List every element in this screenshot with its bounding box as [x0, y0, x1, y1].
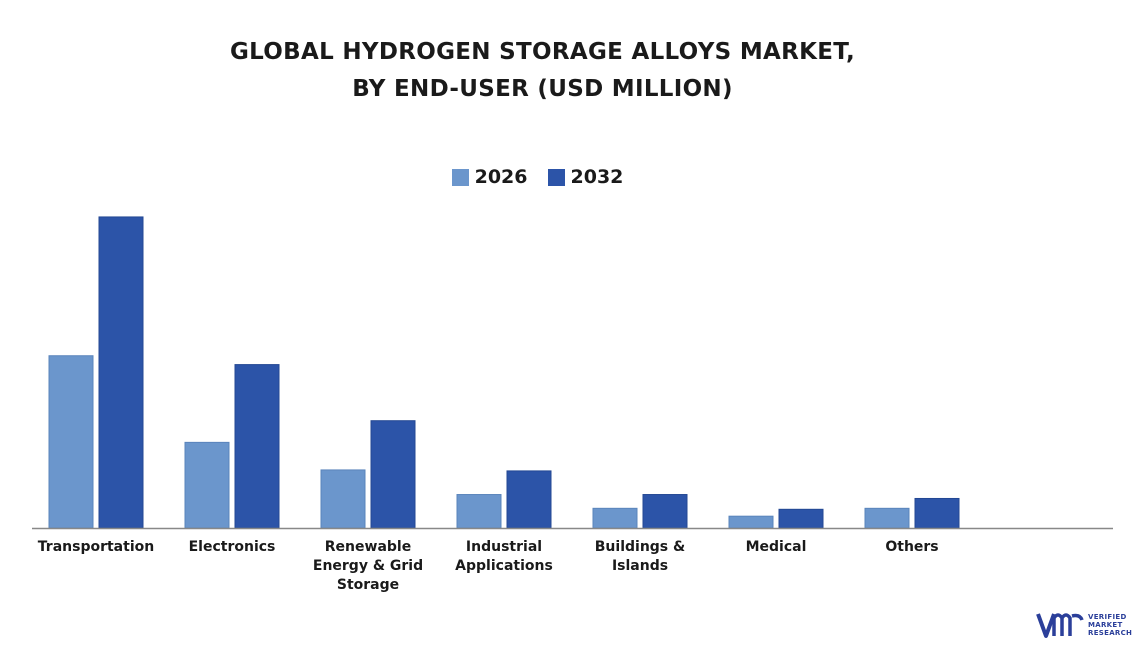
vmr-logo-line-3: RESEARCH — [1088, 629, 1133, 637]
x-tick-label-3: Industrial Applications — [455, 539, 553, 574]
bar-2032-5 — [778, 508, 824, 529]
legend-item-2026: 2026 — [451, 166, 528, 188]
legend-item-2032: 2032 — [547, 166, 624, 188]
bar-2026-5 — [728, 515, 774, 529]
vmr-logo-icon — [1036, 613, 1084, 638]
bar-2032-3 — [506, 470, 552, 529]
x-tick-label-6: Others — [885, 539, 939, 555]
bar-2032-6 — [914, 497, 960, 529]
bar-2032-2 — [370, 420, 416, 529]
chart-title-line-1: GLOBAL HYDROGEN STORAGE ALLOYS MARKET, — [229, 39, 855, 65]
vmr-logo-line-2: MARKET — [1088, 621, 1123, 629]
x-tick-label-5: Medical — [745, 539, 807, 555]
x-tick-label-1: Electronics — [188, 539, 276, 555]
chart-title: GLOBAL HYDROGEN STORAGE ALLOYS MARKET, B… — [0, 34, 1085, 108]
bar-2032-4 — [642, 494, 688, 529]
bar-2032-1 — [234, 364, 280, 529]
x-tick-label-4: Buildings & Islands — [594, 539, 686, 574]
legend-swatch-2026 — [451, 168, 469, 186]
bar-2026-1 — [184, 441, 230, 529]
legend-label-2026: 2026 — [474, 166, 528, 188]
legend-label-2032: 2032 — [570, 166, 624, 188]
chart-legend: 2026 2032 — [0, 166, 1075, 188]
vmr-logo-line-1: VERIFIED — [1088, 613, 1127, 621]
bar-2026-6 — [864, 507, 910, 529]
bar-2026-2 — [320, 469, 366, 529]
vmr-logo: VERIFIED MARKET RESEARCH — [1036, 606, 1142, 644]
chart-title-line-2: BY END-USER (USD MILLION) — [352, 76, 733, 102]
vmr-logo-text: VERIFIED MARKET RESEARCH — [1088, 613, 1132, 637]
bar-2032-0 — [98, 216, 144, 529]
x-tick-label-2: Renewable Energy & Grid Storage — [312, 539, 424, 593]
bar-2026-4 — [592, 507, 638, 529]
bar-2026-3 — [456, 494, 502, 529]
legend-swatch-2032 — [547, 168, 565, 186]
bar-2026-0 — [48, 355, 94, 529]
x-tick-label-0: Transportation — [37, 539, 155, 555]
